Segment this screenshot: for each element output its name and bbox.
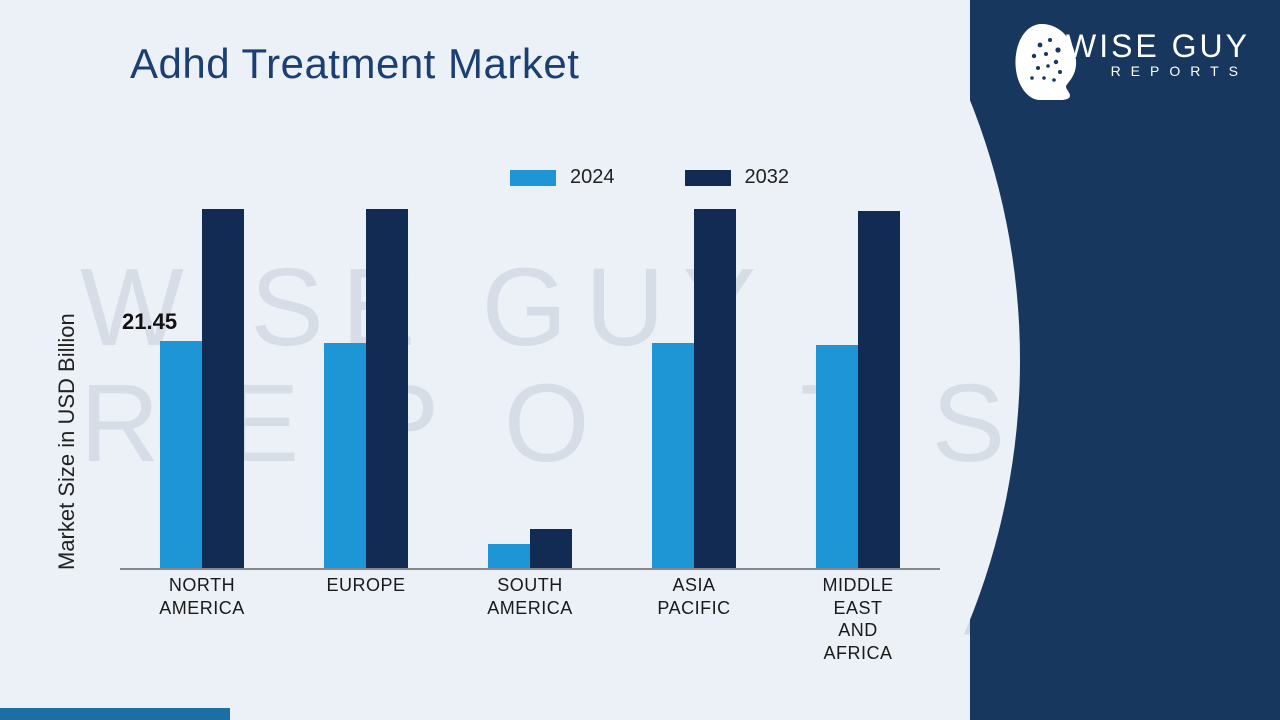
x-axis-label: NORTHAMERICA bbox=[132, 574, 272, 664]
legend-label-2032: 2032 bbox=[745, 166, 790, 189]
brand-head-icon bbox=[1010, 20, 1080, 100]
bar-2024 bbox=[652, 343, 694, 568]
bar-2032 bbox=[858, 211, 900, 568]
legend-swatch-2024 bbox=[510, 170, 556, 186]
x-axis-label: EUROPE bbox=[296, 574, 436, 664]
bar-group: 21.45 bbox=[142, 209, 262, 568]
legend-label-2024: 2024 bbox=[570, 166, 615, 189]
bar-2032 bbox=[694, 209, 736, 568]
legend-item-2032: 2032 bbox=[685, 166, 790, 189]
x-axis-label: MIDDLEEASTANDAFRICA bbox=[788, 574, 928, 664]
brand-block: WISE GUY REPORTS bbox=[1066, 28, 1250, 79]
stage: WISE GUY R E P O R T S Adhd Treatment Ma… bbox=[0, 0, 1280, 720]
y-axis-label: Market Size in USD Billion bbox=[54, 313, 80, 570]
chart-plot-area: 21.45 bbox=[120, 200, 940, 570]
bar-group bbox=[306, 209, 426, 568]
bar-group bbox=[634, 209, 754, 568]
legend-item-2024: 2024 bbox=[510, 166, 615, 189]
bar-2024 bbox=[488, 544, 530, 568]
bar-2024 bbox=[160, 341, 202, 568]
bar-2032 bbox=[366, 209, 408, 568]
bar-groups: 21.45 bbox=[120, 200, 940, 568]
bar-2024 bbox=[816, 345, 858, 568]
page-title: Adhd Treatment Market bbox=[130, 40, 579, 88]
bottom-accent-bar bbox=[0, 708, 230, 720]
x-axis-labels: NORTHAMERICA EUROPE SOUTHAMERICA ASIAPACIFI… bbox=[120, 574, 940, 664]
brand-line2: REPORTS bbox=[1066, 63, 1250, 79]
bar-2032 bbox=[202, 209, 244, 568]
x-axis-label: ASIAPACIFIC bbox=[624, 574, 764, 664]
bar-2024 bbox=[324, 343, 366, 568]
legend: 2024 2032 bbox=[510, 166, 789, 189]
x-axis-label: SOUTHAMERICA bbox=[460, 574, 600, 664]
bar-group bbox=[470, 529, 590, 568]
bar-value-label: 21.45 bbox=[122, 309, 177, 335]
legend-swatch-2032 bbox=[685, 170, 731, 186]
bar-group bbox=[798, 211, 918, 568]
brand-line1: WISE GUY bbox=[1066, 28, 1250, 65]
bar-2032 bbox=[530, 529, 572, 568]
